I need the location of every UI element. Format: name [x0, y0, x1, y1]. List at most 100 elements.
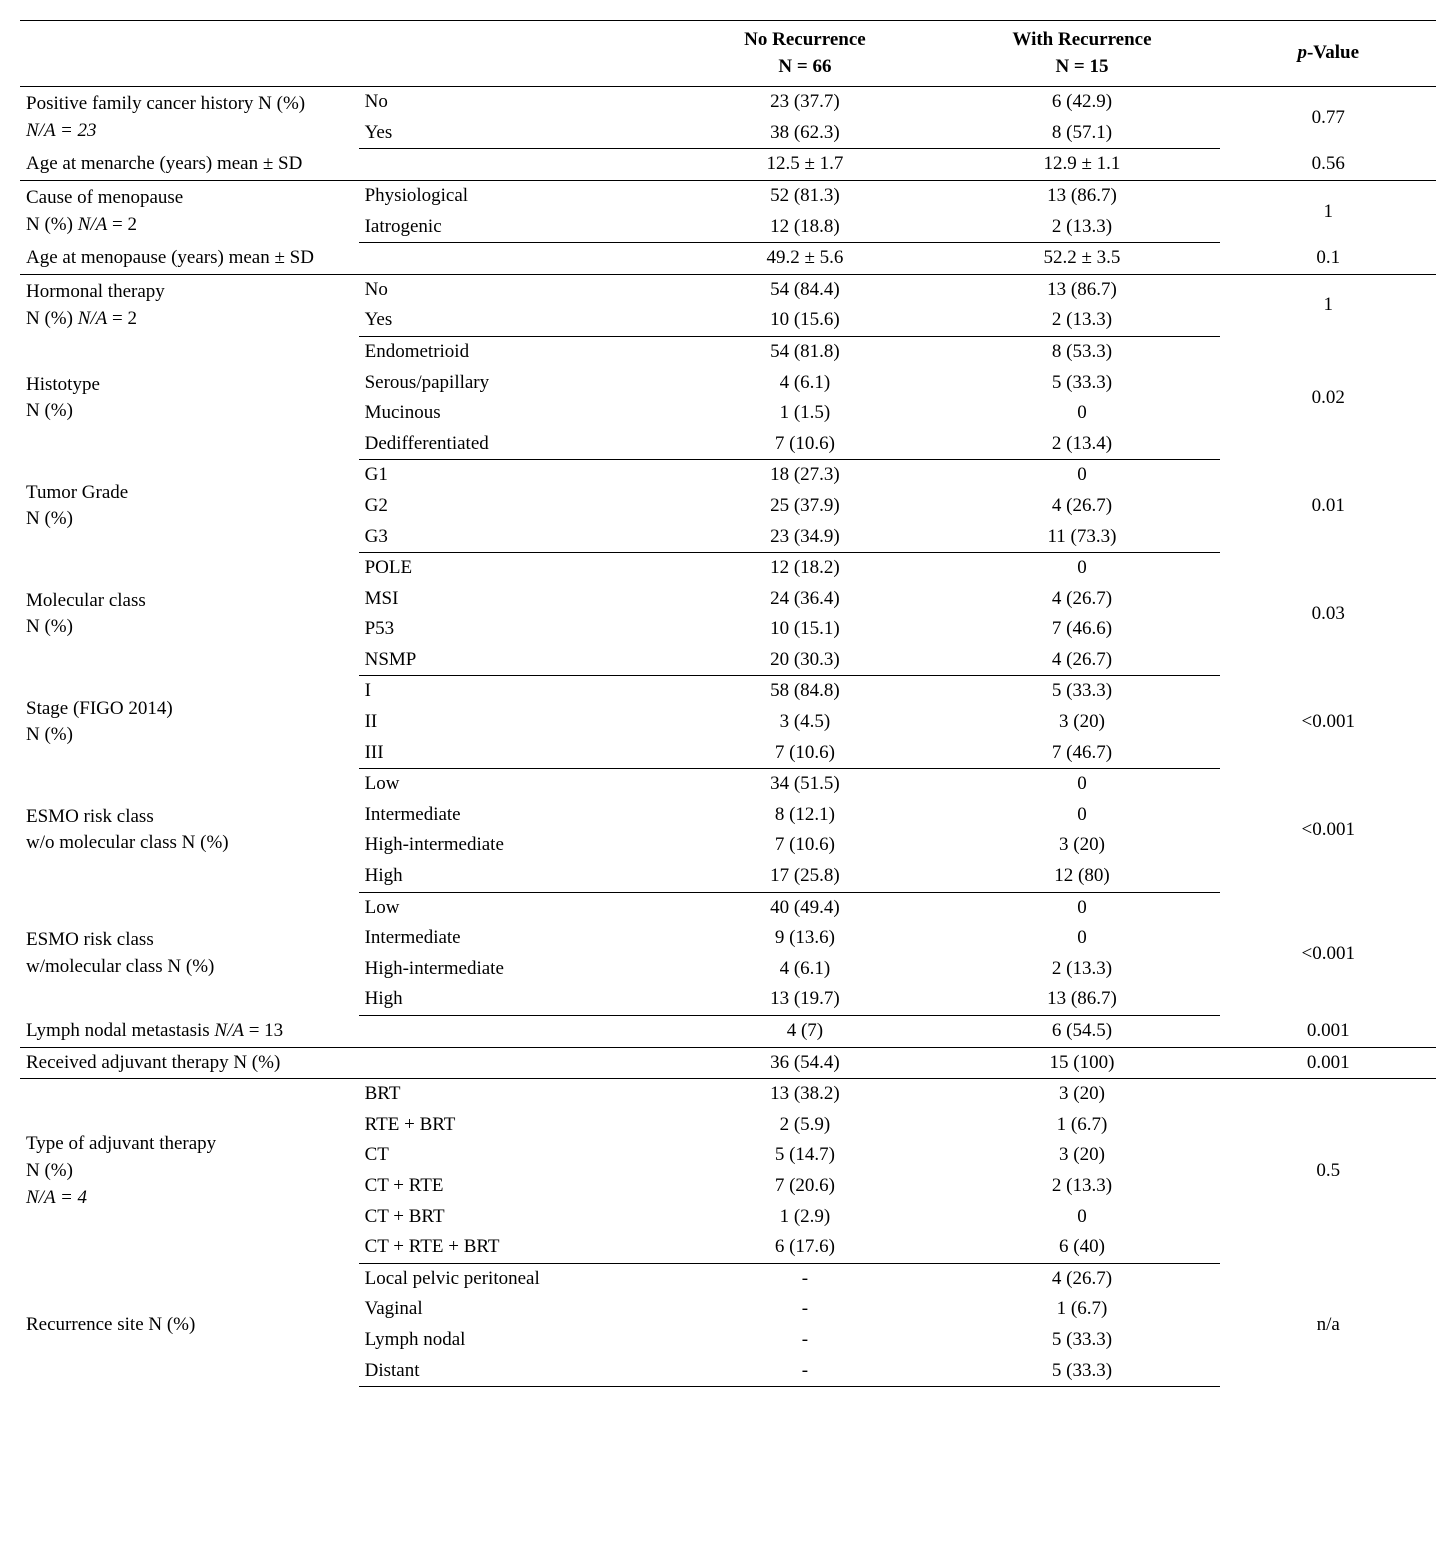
table-row: Type of adjuvant therapyN (%)N/A = 4BRT1…: [20, 1079, 1436, 1110]
cell-no-recurrence: 1 (2.9): [666, 1202, 943, 1233]
cell-with-recurrence: 4 (26.7): [943, 645, 1220, 676]
cell-no-recurrence: 5 (14.7): [666, 1140, 943, 1171]
cell-with-recurrence: 13 (86.7): [943, 274, 1220, 305]
cell-with-recurrence: 3 (20): [943, 707, 1220, 738]
table-row: Cause of menopauseN (%) N/A = 2Physiolog…: [20, 180, 1436, 211]
cell-with-recurrence: 2 (13.3): [943, 954, 1220, 985]
cell-pvalue: 0.02: [1220, 336, 1436, 459]
table-row: Positive family cancer history N (%)N/A …: [20, 87, 1436, 118]
header-with-recurrence: With Recurrence N = 15: [943, 21, 1220, 87]
row-label: Positive family cancer history N (%)N/A …: [20, 87, 359, 149]
row-label: ESMO risk classw/molecular class N (%): [20, 892, 359, 1015]
row-label: Stage (FIGO 2014)N (%): [20, 676, 359, 769]
cell-no-recurrence: 7 (10.6): [666, 738, 943, 769]
header-rec-l2: N = 15: [1055, 56, 1108, 77]
row-sublabel: Serous/papillary: [359, 368, 667, 399]
cell-with-recurrence: 2 (13.3): [943, 212, 1220, 243]
cell-no-recurrence: -: [666, 1263, 943, 1294]
table-row: HistotypeN (%)Endometrioid54 (81.8)8 (53…: [20, 336, 1436, 367]
cell-no-recurrence: 25 (37.9): [666, 491, 943, 522]
cell-with-recurrence: 0: [943, 800, 1220, 831]
cell-no-recurrence: 8 (12.1): [666, 800, 943, 831]
cell-pvalue: 0.01: [1220, 460, 1436, 553]
cell-with-recurrence: 2 (13.4): [943, 429, 1220, 460]
row-sublabel: Iatrogenic: [359, 212, 667, 243]
row-sublabel: High-intermediate: [359, 830, 667, 861]
cell-pvalue: n/a: [1220, 1263, 1436, 1386]
cell-no-recurrence: 1 (1.5): [666, 398, 943, 429]
cell-with-recurrence: 0: [943, 923, 1220, 954]
cell-with-recurrence: 13 (86.7): [943, 180, 1220, 211]
cell-no-recurrence: 4 (7): [666, 1016, 943, 1048]
table-row: Lymph nodal metastasis N/A = 134 (7)6 (5…: [20, 1016, 1436, 1048]
cell-with-recurrence: 0: [943, 460, 1220, 491]
cell-no-recurrence: 4 (6.1): [666, 954, 943, 985]
cell-no-recurrence: 18 (27.3): [666, 460, 943, 491]
table-row: Hormonal therapyN (%) N/A = 2No54 (84.4)…: [20, 274, 1436, 305]
cell-with-recurrence: 52.2 ± 3.5: [943, 243, 1220, 275]
cell-with-recurrence: 6 (40): [943, 1232, 1220, 1263]
cell-no-recurrence: 34 (51.5): [666, 769, 943, 800]
cell-with-recurrence: 0: [943, 892, 1220, 923]
cell-no-recurrence: 54 (84.4): [666, 274, 943, 305]
cell-no-recurrence: 9 (13.6): [666, 923, 943, 954]
row-sublabel: POLE: [359, 553, 667, 584]
cell-no-recurrence: -: [666, 1325, 943, 1356]
cell-with-recurrence: 5 (33.3): [943, 1325, 1220, 1356]
table-row: Age at menopause (years) mean ± SD49.2 ±…: [20, 243, 1436, 275]
cell-with-recurrence: 8 (57.1): [943, 118, 1220, 149]
cell-no-recurrence: 13 (38.2): [666, 1079, 943, 1110]
cell-with-recurrence: 0: [943, 769, 1220, 800]
row-sublabel: Yes: [359, 118, 667, 149]
header-blank-1: [20, 21, 359, 87]
cell-no-recurrence: 58 (84.8): [666, 676, 943, 707]
cell-with-recurrence: 4 (26.7): [943, 584, 1220, 615]
row-sublabel: G3: [359, 522, 667, 553]
cell-with-recurrence: 12 (80): [943, 861, 1220, 892]
row-sublabel: G1: [359, 460, 667, 491]
row-sublabel: Local pelvic peritoneal: [359, 1263, 667, 1294]
cell-no-recurrence: 12 (18.8): [666, 212, 943, 243]
row-label: Tumor GradeN (%): [20, 460, 359, 553]
cell-no-recurrence: 13 (19.7): [666, 984, 943, 1015]
row-sublabel: G2: [359, 491, 667, 522]
cell-pvalue: 0.03: [1220, 553, 1436, 676]
row-label: Cause of menopauseN (%) N/A = 2: [20, 180, 359, 242]
row-sublabel: Endometrioid: [359, 336, 667, 367]
cell-no-recurrence: 4 (6.1): [666, 368, 943, 399]
cell-no-recurrence: 23 (34.9): [666, 522, 943, 553]
cell-with-recurrence: 13 (86.7): [943, 984, 1220, 1015]
cell-no-recurrence: 7 (10.6): [666, 429, 943, 460]
row-label: Lymph nodal metastasis N/A = 13: [20, 1016, 666, 1048]
table-header-row: No Recurrence N = 66 With Recurrence N =…: [20, 21, 1436, 87]
cell-with-recurrence: 1 (6.7): [943, 1294, 1220, 1325]
row-sublabel: Distant: [359, 1356, 667, 1387]
cell-with-recurrence: 2 (13.3): [943, 1171, 1220, 1202]
cell-with-recurrence: 5 (33.3): [943, 368, 1220, 399]
cell-no-recurrence: 3 (4.5): [666, 707, 943, 738]
cell-no-recurrence: 6 (17.6): [666, 1232, 943, 1263]
row-label: Received adjuvant therapy N (%): [20, 1047, 666, 1079]
row-sublabel: RTE + BRT: [359, 1110, 667, 1141]
cell-with-recurrence: 0: [943, 398, 1220, 429]
row-label: HistotypeN (%): [20, 336, 359, 459]
row-sublabel: CT + BRT: [359, 1202, 667, 1233]
cell-no-recurrence: 10 (15.1): [666, 614, 943, 645]
row-sublabel: No: [359, 274, 667, 305]
table-row: Recurrence site N (%)Local pelvic perito…: [20, 1263, 1436, 1294]
row-sublabel: High-intermediate: [359, 954, 667, 985]
row-sublabel: P53: [359, 614, 667, 645]
row-sublabel: Intermediate: [359, 923, 667, 954]
cell-pvalue: 0.1: [1220, 243, 1436, 275]
cell-pvalue: <0.001: [1220, 676, 1436, 769]
cell-no-recurrence: 7 (20.6): [666, 1171, 943, 1202]
table-row: Stage (FIGO 2014)N (%)I58 (84.8)5 (33.3)…: [20, 676, 1436, 707]
cell-pvalue: <0.001: [1220, 892, 1436, 1015]
cell-with-recurrence: 4 (26.7): [943, 491, 1220, 522]
recurrence-comparison-table: No Recurrence N = 66 With Recurrence N =…: [20, 20, 1436, 1387]
row-sublabel: Mucinous: [359, 398, 667, 429]
row-sublabel: Lymph nodal: [359, 1325, 667, 1356]
cell-with-recurrence: 6 (54.5): [943, 1016, 1220, 1048]
cell-with-recurrence: 11 (73.3): [943, 522, 1220, 553]
cell-no-recurrence: 23 (37.7): [666, 87, 943, 118]
